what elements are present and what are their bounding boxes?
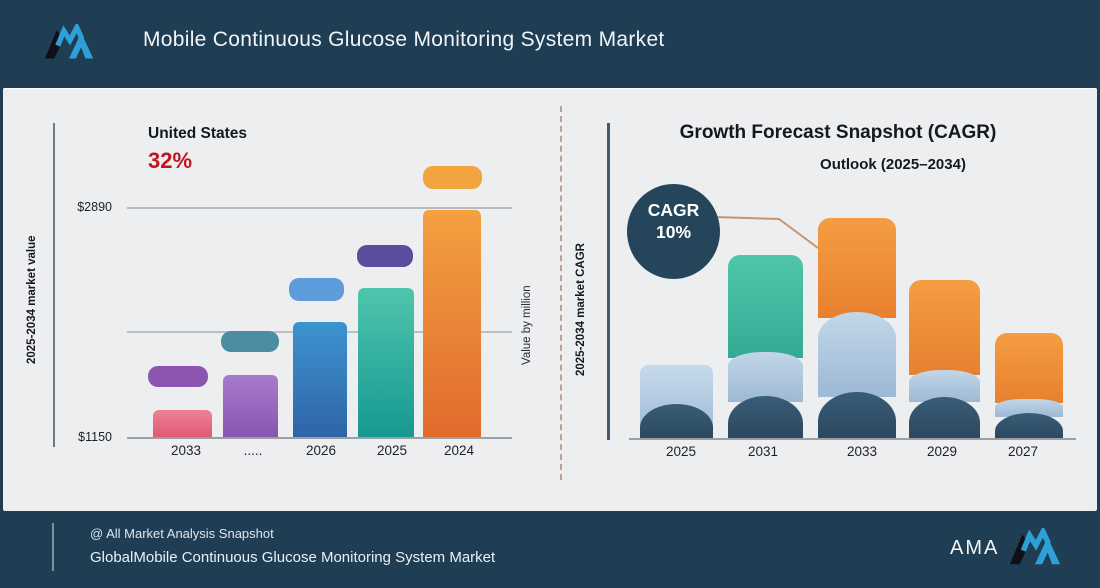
stacked-bar-segment-2031-1 bbox=[728, 352, 803, 402]
stacked-bar-segment-2033-2 bbox=[818, 392, 896, 438]
footer-ama-logo-icon bbox=[1009, 528, 1061, 565]
stacked-bar-segment-2027-0 bbox=[995, 333, 1063, 403]
y-tick-label: $2890 bbox=[77, 200, 112, 214]
x-tick-label: 2025 bbox=[665, 444, 697, 459]
bar-..... bbox=[223, 375, 278, 437]
growth-percent-label: 32% bbox=[148, 148, 193, 173]
stacked-bar-segment-2033-0 bbox=[818, 218, 896, 318]
bar-2025 bbox=[358, 288, 414, 437]
x-tick-label: 2029 bbox=[926, 444, 958, 459]
y-tick-label: $1150 bbox=[78, 430, 112, 444]
country-label: United States bbox=[148, 125, 248, 142]
bar-cap-..... bbox=[221, 331, 279, 352]
stacked-bar-segment-2031-2 bbox=[728, 396, 803, 438]
right-y-axis-line bbox=[607, 123, 610, 440]
bar-cap-2025 bbox=[357, 245, 413, 267]
x-tick-label: 2027 bbox=[1007, 444, 1039, 459]
bar-2033 bbox=[153, 410, 212, 437]
right-y-axis-title: 2025-2034 market CAGR bbox=[575, 243, 587, 377]
stacked-bar-segment-2033-1 bbox=[818, 312, 896, 397]
page-title: Mobile Continuous Glucose Monitoring Sys… bbox=[143, 28, 665, 51]
gridline bbox=[127, 207, 512, 209]
bar-2026 bbox=[293, 322, 347, 437]
bar-cap-2026 bbox=[289, 278, 344, 301]
x-tick-label: 2024 bbox=[443, 443, 475, 458]
x-tick-label: 2025 bbox=[376, 443, 408, 458]
forecast-subtitle: Outlook (2025–2034) bbox=[820, 156, 966, 173]
x-axis-line bbox=[629, 438, 1076, 440]
x-tick-label: 2031 bbox=[747, 444, 779, 459]
x-tick-label: 2033 bbox=[846, 444, 878, 459]
stacked-bar-segment-2029-0 bbox=[909, 280, 980, 375]
stacked-bar-segment-2031-0 bbox=[728, 255, 803, 358]
footer-brand-text: AMA bbox=[950, 537, 1000, 559]
stacked-bar-segment-2029-2 bbox=[909, 397, 980, 438]
stacked-bar-segment-2025-1 bbox=[640, 404, 713, 438]
left-y-axis-title: 2025-2034 market value bbox=[26, 235, 38, 365]
cagr-badge-label: CAGR bbox=[647, 200, 700, 220]
bar-cap-2033 bbox=[148, 366, 208, 387]
panel-separator bbox=[560, 106, 562, 480]
x-axis-line bbox=[127, 437, 512, 439]
footer-bar bbox=[0, 511, 1100, 588]
bar-cap-2024 bbox=[423, 166, 482, 189]
ama-logo-icon bbox=[44, 24, 94, 59]
value-by-million-label: Value by million bbox=[521, 285, 533, 365]
cagr-badge: CAGR 10% bbox=[627, 184, 720, 279]
footer-market-text: GlobalMobile Continuous Glucose Monitori… bbox=[90, 549, 496, 566]
footer-divider bbox=[52, 523, 54, 571]
x-tick-label: ..... bbox=[243, 443, 263, 458]
left-y-axis-line bbox=[53, 123, 55, 447]
bar-2024 bbox=[423, 210, 481, 437]
stacked-bar-segment-2027-2 bbox=[995, 413, 1063, 438]
x-tick-label: 2033 bbox=[170, 443, 202, 458]
footer-snapshot-text: @ All Market Analysis Snapshot bbox=[90, 526, 274, 541]
cagr-badge-value: 10% bbox=[655, 222, 692, 242]
forecast-title: Growth Forecast Snapshot (CAGR) bbox=[679, 122, 997, 143]
stacked-bar-segment-2029-1 bbox=[909, 370, 980, 402]
x-tick-label: 2026 bbox=[305, 443, 337, 458]
stacked-bar-segment-2027-1 bbox=[995, 399, 1063, 417]
